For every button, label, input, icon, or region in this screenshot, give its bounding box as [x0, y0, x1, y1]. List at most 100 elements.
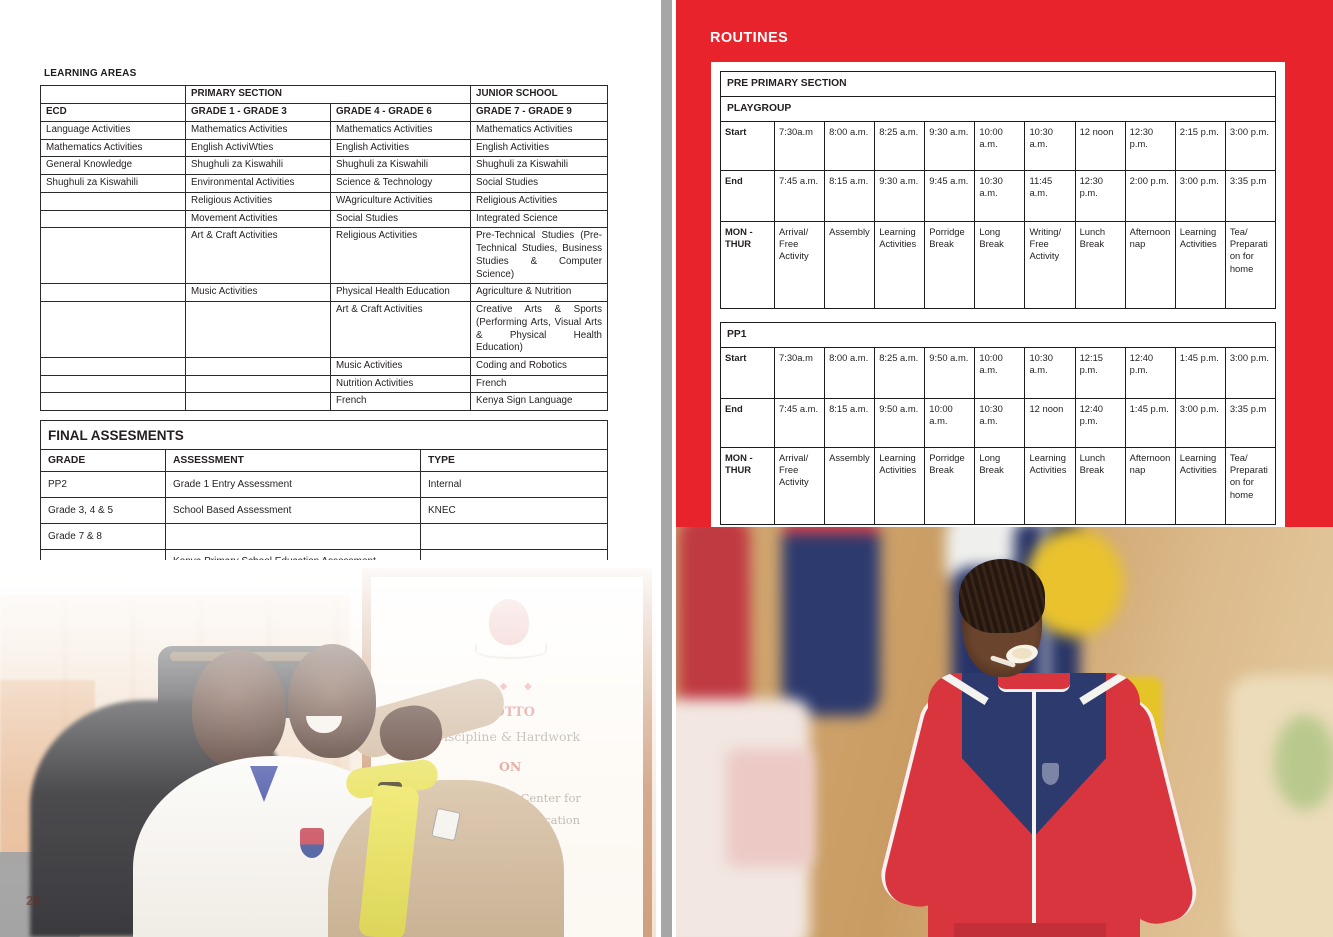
- table-cell: 10:30 a.m.: [1024, 347, 1076, 399]
- table-row: Language Activities Mathematics Activitie…: [40, 121, 608, 140]
- blurred-foliage: [1274, 715, 1333, 810]
- table-row: Start 7:30a.m 8:00 a.m. 8:25 a.m. 9:50 a.m. 1…: [720, 347, 1277, 399]
- table-cell: Music Activities: [330, 357, 471, 376]
- table-cell: [165, 523, 421, 550]
- table-cell: [40, 357, 186, 376]
- pp1-routine-card: PP1 Start 7:30a.m 8:00 a.m. 8:25 a.m. 9:50 a…: [711, 313, 1285, 534]
- table-cell: 7:30a.m: [773, 121, 826, 171]
- table-cell: 2:00 p.m.: [1124, 170, 1176, 222]
- table-cell: English ActiviWties: [185, 138, 331, 158]
- table-cell: Coding and Robotics: [470, 357, 608, 376]
- table-row: End 7:45 a.m. 8:15 a.m. 9:30 a.m. 9:45 a.m. 1…: [720, 170, 1277, 222]
- grade-header-4-6: GRADE 4 - GRADE 6: [330, 103, 471, 122]
- girl-braided-hair: [959, 559, 1045, 633]
- table-cell: 8:25 a.m.: [874, 347, 926, 399]
- table-cell: [40, 209, 186, 229]
- table-cell: Social Studies: [330, 209, 471, 229]
- table-cell: Learning Activities: [1174, 447, 1226, 525]
- group-row: PLAYGROUP: [720, 96, 1276, 122]
- table-cell: English Activities: [330, 138, 471, 158]
- table-cell: [185, 374, 331, 394]
- table-cell: Movement Activities: [185, 209, 331, 229]
- row-label-cell: End: [720, 398, 775, 448]
- table-cell: Mathematics Activities: [330, 121, 471, 140]
- table-cell: 7:45 a.m.: [773, 398, 826, 448]
- grade-header-7-9: GRADE 7 - GRADE 9: [470, 103, 608, 122]
- table-row: MON - THUR Arrival/ Free Activity Assembly…: [720, 447, 1277, 525]
- table-row: Grade 7 & 8: [40, 523, 609, 550]
- grade-column-header: GRADE: [40, 449, 166, 472]
- girl-red-pants: [954, 923, 1106, 937]
- table-cell: Long Break: [974, 447, 1026, 525]
- table-cell: 12:30 p.m.: [1074, 170, 1126, 222]
- table-row: General Knowledge Shughuli za Kiswahili Sh…: [40, 156, 608, 176]
- table-cell: 12 noon: [1074, 121, 1126, 171]
- table-cell: Religious Activities: [185, 191, 331, 211]
- jacket-school-crest: [1042, 762, 1060, 785]
- table-cell: 12 noon: [1024, 398, 1076, 448]
- table-cell: Afternoon nap: [1124, 447, 1176, 525]
- row-label-cell: Start: [720, 121, 775, 171]
- table-cell: Nutrition Activities: [330, 374, 471, 394]
- playgroup-header: PLAYGROUP: [720, 96, 1276, 122]
- right-page: ROUTINES PRE PRIMARY SECTION PLAYGROUP S…: [676, 0, 1333, 937]
- table-cell: Mathematics Activities: [40, 138, 186, 158]
- jacket-collar: [997, 673, 1071, 692]
- left-page-photo: ◆ ◆ ◆ MOTTO Discipline & Hardwork ON To …: [0, 560, 656, 937]
- table-cell: Kenya Sign Language: [470, 392, 608, 412]
- table-cell: Religious Activities: [470, 191, 608, 211]
- table-row: Mathematics Activities English ActiviWtie…: [40, 138, 608, 158]
- table-row: PP2 Grade 1 Entry Assessment Internal: [40, 471, 609, 498]
- table-row: Shughuli za Kiswahili Environmental Activ…: [40, 174, 608, 193]
- table-cell: School Based Assessment: [165, 497, 421, 524]
- table-cell: Arrival/ Free Activity: [773, 221, 826, 309]
- table-cell: [419, 523, 609, 550]
- table-cell: Creative Arts & Sports (Performing Arts,…: [470, 301, 608, 359]
- row-label-cell: MON - THUR: [720, 447, 775, 525]
- table-cell: 2:15 p.m.: [1174, 121, 1226, 171]
- table-cell: Tea/ Preparation for home: [1224, 447, 1277, 525]
- table-cell: 3:00 p.m.: [1224, 121, 1277, 171]
- table-cell: [40, 392, 186, 412]
- photo-fade-overlay: [0, 560, 656, 937]
- table-cell: 9:50 a.m.: [924, 347, 976, 399]
- table-cell: WAgriculture Activities: [330, 191, 471, 211]
- table-cell: Shughuli za Kiswahili: [470, 156, 608, 176]
- junior-school-header: JUNIOR SCHOOL: [470, 85, 608, 104]
- playgroup-body: Start 7:30a.m 8:00 a.m. 8:25 a.m. 9:30 a.m. 1…: [720, 121, 1277, 309]
- table-title-row: FINAL ASSESMENTS: [39, 420, 609, 450]
- table-cell: 12:40 p.m.: [1074, 398, 1126, 448]
- table-cell: Writing/ Free Activity: [1024, 221, 1076, 309]
- grade-header-ecd: ECD: [40, 103, 186, 122]
- table-cell: [40, 191, 186, 211]
- table-cell: Mathematics Activities: [470, 121, 608, 140]
- table-cell: 9:30 a.m.: [874, 170, 926, 222]
- playgroup-routine-card: PRE PRIMARY SECTION PLAYGROUP Start 7:30a…: [711, 62, 1285, 318]
- table-cell: Art & Craft Activities: [185, 227, 331, 285]
- row-label-cell: MON - THUR: [720, 221, 775, 309]
- table-cell: Shughuli za Kiswahili: [40, 174, 186, 193]
- table-row: MON - THUR Arrival/ Free Activity Assembly…: [720, 221, 1277, 309]
- table-cell: General Knowledge: [40, 156, 186, 176]
- section-row: PRE PRIMARY SECTION: [720, 71, 1276, 97]
- table-cell: 8:00 a.m.: [824, 121, 876, 171]
- table-cell: 10:00 a.m.: [974, 121, 1026, 171]
- table-row: Grade 3, 4 & 5 School Based Assessment KNE…: [40, 497, 609, 524]
- row-label-cell: End: [720, 170, 775, 222]
- table-cell: Environmental Activities: [185, 174, 331, 193]
- table-cell: Internal: [419, 471, 609, 498]
- learning-areas-table: PRIMARY SECTION JUNIOR SCHOOL ECD GRADE …: [40, 85, 608, 412]
- table-cell: Learning Activities: [1174, 221, 1226, 309]
- table-cell: 12:30 p.m.: [1124, 121, 1176, 171]
- table-row: Art & Craft Activities Religious Activiti…: [40, 227, 608, 285]
- learning-areas-body: Language Activities Mathematics Activitie…: [40, 121, 608, 412]
- table-row: Nutrition Activities French: [40, 374, 608, 394]
- blurred-child-red: [678, 527, 750, 720]
- playgroup-table: PRE PRIMARY SECTION PLAYGROUP Start 7:30a…: [720, 71, 1277, 309]
- table-cell: French: [330, 392, 471, 412]
- group-row: PP1: [720, 322, 1276, 348]
- white-zipper: [1032, 673, 1036, 937]
- pp1-table: PP1 Start 7:30a.m 8:00 a.m. 8:25 a.m. 9:50 a…: [720, 322, 1277, 525]
- section-header-row: PRIMARY SECTION JUNIOR SCHOOL: [40, 85, 608, 104]
- table-row: Movement Activities Social Studies Integra…: [40, 209, 608, 229]
